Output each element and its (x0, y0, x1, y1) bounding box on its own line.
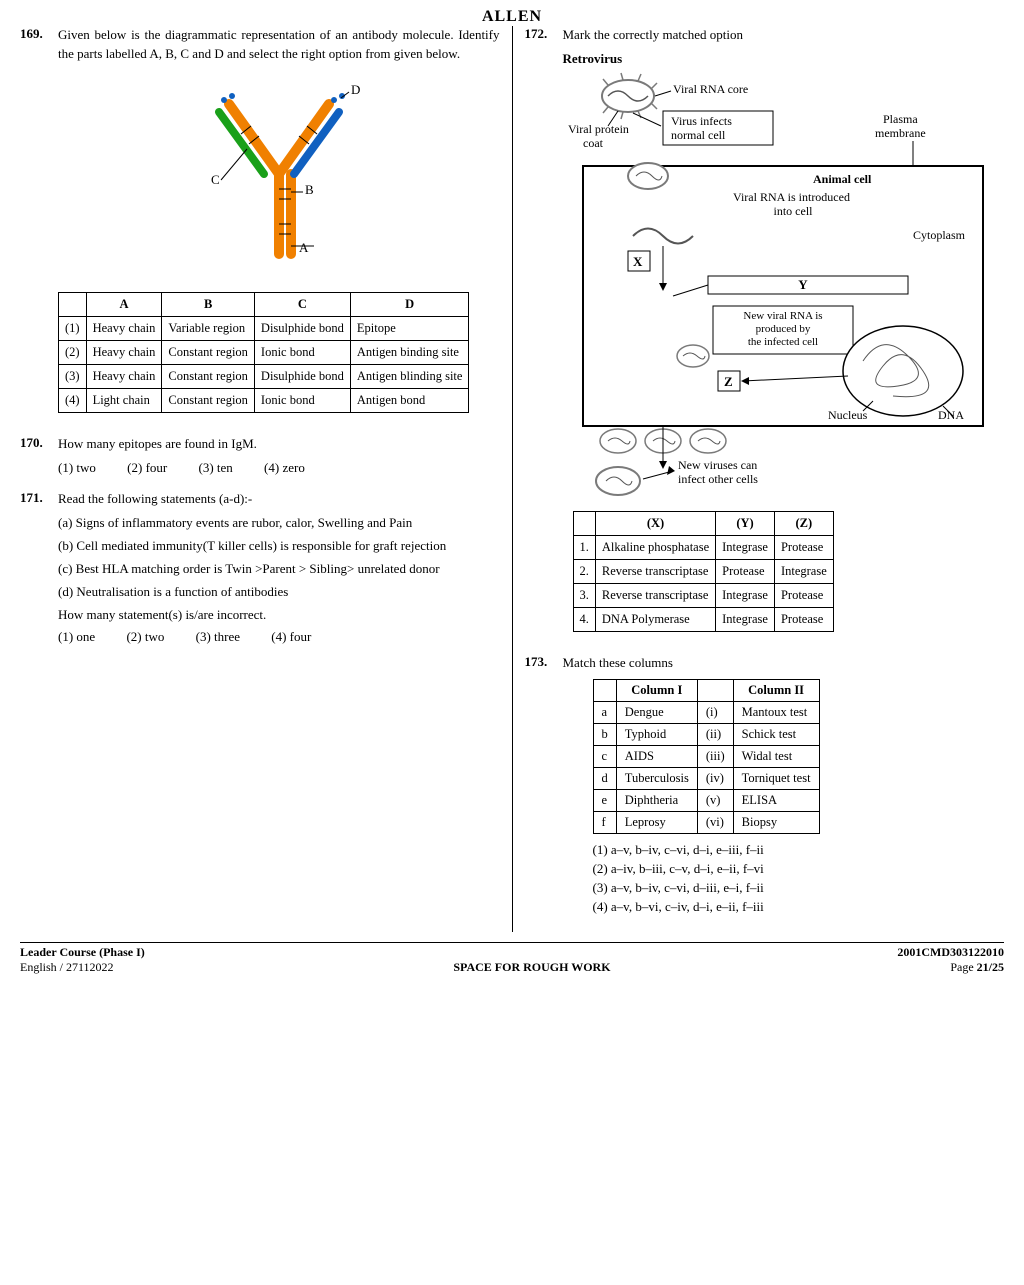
brand-header: ALLEN (20, 8, 1004, 26)
footer-lang: English / 27112022 (20, 960, 114, 975)
table-row: (2) Heavy chain Constant region Ionic bo… (59, 340, 469, 364)
svg-text:coat: coat (583, 136, 604, 150)
svg-text:A: A (299, 240, 309, 255)
q170-number: 170. (20, 435, 58, 476)
q171-opt3: (3) three (196, 629, 240, 645)
q171-number: 171. (20, 490, 58, 645)
table-row: 4. DNA Polymerase Integrase Protease (573, 607, 833, 631)
retrovirus-title: Retrovirus (563, 51, 1005, 67)
q171-sub-a: (a) Signs of inflammatory events are rub… (58, 514, 500, 533)
q171-sub-b: (b) Cell mediated immunity(T killer cell… (58, 537, 500, 556)
svg-text:membrane: membrane (875, 126, 926, 140)
question-170: 170. How many epitopes are found in IgM.… (20, 435, 500, 476)
q171-text: Read the following statements (a-d):- (58, 490, 500, 509)
q169-options-table: A B C D (1) Heavy chain Variable region … (58, 292, 469, 413)
q170-opt4: (4) zero (264, 460, 305, 476)
table-row: 3. Reverse transcriptase Integrase Prote… (573, 583, 833, 607)
q169-th-A: A (86, 292, 162, 316)
q170-text: How many epitopes are found in IgM. (58, 435, 500, 454)
svg-text:Virus infects: Virus infects (671, 114, 732, 128)
q173-opt4: (4) a–v, b–vi, c–iv, d–i, e–ii, f–iii (593, 899, 1005, 915)
svg-text:normal cell: normal cell (671, 128, 726, 142)
svg-text:Viral protein: Viral protein (568, 122, 629, 136)
svg-text:Y: Y (798, 277, 808, 292)
right-column: 172. Mark the correctly matched option R… (525, 26, 1005, 932)
table-row: eDiphtheria(v)ELISA (593, 789, 819, 811)
q173-match-table: Column I Column II aDengue(i)Mantoux tes… (593, 679, 820, 834)
svg-text:D: D (351, 82, 360, 97)
q169-th-C: C (254, 292, 350, 316)
q169-th-blank (59, 292, 87, 316)
q171-sub-c: (c) Best HLA matching order is Twin >Par… (58, 560, 500, 579)
page-footer: Leader Course (Phase I) 2001CMD303122010… (20, 942, 1004, 975)
table-row: (1) Heavy chain Variable region Disulphi… (59, 316, 469, 340)
q173-opt3: (3) a–v, b–iv, c–vi, d–iii, e–i, f–ii (593, 880, 1005, 896)
svg-text:produced by: produced by (755, 323, 810, 335)
table-row: cAIDS(iii)Widal test (593, 745, 819, 767)
q170-opt1: (1) two (58, 460, 96, 476)
svg-text:Animal cell: Animal cell (813, 172, 872, 186)
question-169: 169. Given below is the diagrammatic rep… (20, 26, 500, 421)
q169-number: 169. (20, 26, 58, 421)
table-row: aDengue(i)Mantoux test (593, 701, 819, 723)
q170-opt2: (2) four (127, 460, 167, 476)
q172-text: Mark the correctly matched option (563, 26, 1005, 45)
q171-options: (1) one (2) two (3) three (4) four (58, 629, 500, 645)
q171-tail: How many statement(s) is/are incorrect. (58, 606, 500, 625)
q171-sub-d: (d) Neutralisation is a function of anti… (58, 583, 500, 602)
svg-text:Viral RNA core: Viral RNA core (673, 82, 748, 96)
question-171: 171. Read the following statements (a-d)… (20, 490, 500, 645)
table-row: (3) Heavy chain Constant region Disulphi… (59, 364, 469, 388)
question-173: 173. Match these columns Column I Column… (525, 654, 1005, 918)
q171-opt4: (4) four (271, 629, 311, 645)
svg-text:Z: Z (724, 374, 733, 389)
left-column: 169. Given below is the diagrammatic rep… (20, 26, 500, 932)
question-172: 172. Mark the correctly matched option R… (525, 26, 1005, 640)
footer-rough: SPACE FOR ROUGH WORK (453, 960, 610, 975)
q170-opt3: (3) ten (199, 460, 233, 476)
table-row: 2. Reverse transcriptase Protease Integr… (573, 559, 833, 583)
svg-text:New viruses can: New viruses can (678, 458, 757, 472)
q173-opt1: (1) a–v, b–iv, c–vi, d–i, e–iii, f–ii (593, 842, 1005, 858)
q171-opt1: (1) one (58, 629, 95, 645)
antibody-diagram: A B C D (58, 74, 500, 278)
q173-options: (1) a–v, b–iv, c–vi, d–i, e–iii, f–ii (2… (563, 842, 1005, 915)
q172-xyz-table: (X) (Y) (Z) 1. Alkaline phosphatase Inte… (573, 511, 834, 632)
q173-number: 173. (525, 654, 563, 918)
q173-opt2: (2) a–iv, b–iii, c–v, d–i, e–ii, f–vi (593, 861, 1005, 877)
table-row: 1. Alkaline phosphatase Integrase Protea… (573, 535, 833, 559)
q169-text: Given below is the diagrammatic represen… (58, 26, 500, 64)
svg-text:New viral RNA is: New viral RNA is (743, 310, 822, 322)
table-row: fLeprosy(vi)Biopsy (593, 811, 819, 833)
svg-text:infect other cells: infect other cells (678, 472, 758, 486)
retrovirus-diagram: Viral RNA core Viral protein coat Virus … (563, 71, 1005, 501)
q169-th-D: D (350, 292, 469, 316)
column-divider (512, 26, 513, 932)
q170-options: (1) two (2) four (3) ten (4) zero (58, 460, 500, 476)
q169-th-B: B (162, 292, 255, 316)
svg-text:B: B (305, 182, 314, 197)
svg-text:the infected cell: the infected cell (747, 336, 817, 348)
svg-text:Plasma: Plasma (883, 112, 918, 126)
svg-text:Cytoplasm: Cytoplasm (913, 228, 966, 242)
svg-text:X: X (633, 254, 643, 269)
q173-text: Match these columns (563, 654, 1005, 673)
svg-text:Nucleus: Nucleus (828, 408, 868, 422)
footer-page: Page 21/25 (950, 960, 1004, 975)
svg-text:C: C (211, 172, 220, 187)
table-row: (4) Light chain Constant region Ionic bo… (59, 388, 469, 412)
footer-code: 2001CMD303122010 (897, 945, 1004, 960)
q171-opt2: (2) two (126, 629, 164, 645)
table-row: dTuberculosis(iv)Torniquet test (593, 767, 819, 789)
q172-number: 172. (525, 26, 563, 640)
footer-course: Leader Course (Phase I) (20, 945, 145, 960)
svg-text:DNA: DNA (938, 408, 964, 422)
table-row: bTyphoid(ii)Schick test (593, 723, 819, 745)
